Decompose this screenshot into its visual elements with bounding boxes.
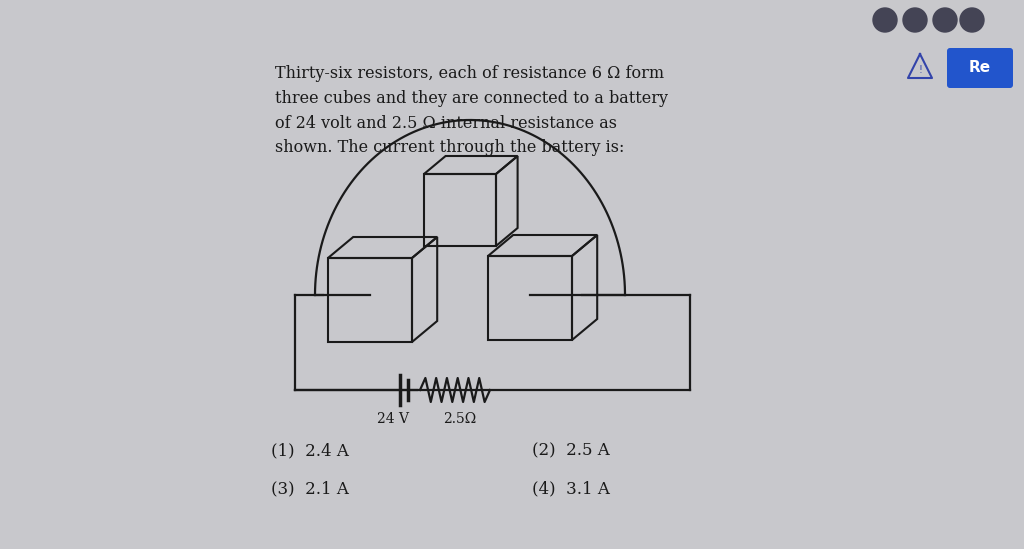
Text: (3)  2.1 A: (3) 2.1 A [271,480,349,497]
Text: !: ! [919,65,922,75]
FancyBboxPatch shape [947,48,1013,88]
Text: (4)  3.1 A: (4) 3.1 A [532,480,610,497]
Text: Thirty-six resistors, each of resistance 6 Ω form
three cubes and they are conne: Thirty-six resistors, each of resistance… [275,65,668,156]
Circle shape [933,8,957,32]
Circle shape [873,8,897,32]
Circle shape [961,8,984,32]
Text: (2)  2.5 A: (2) 2.5 A [532,442,610,459]
Text: 2.5Ω: 2.5Ω [443,412,476,426]
Text: Re: Re [969,60,991,76]
Text: (1)  2.4 A: (1) 2.4 A [271,442,349,459]
Text: 24 V: 24 V [377,412,409,426]
Circle shape [903,8,927,32]
